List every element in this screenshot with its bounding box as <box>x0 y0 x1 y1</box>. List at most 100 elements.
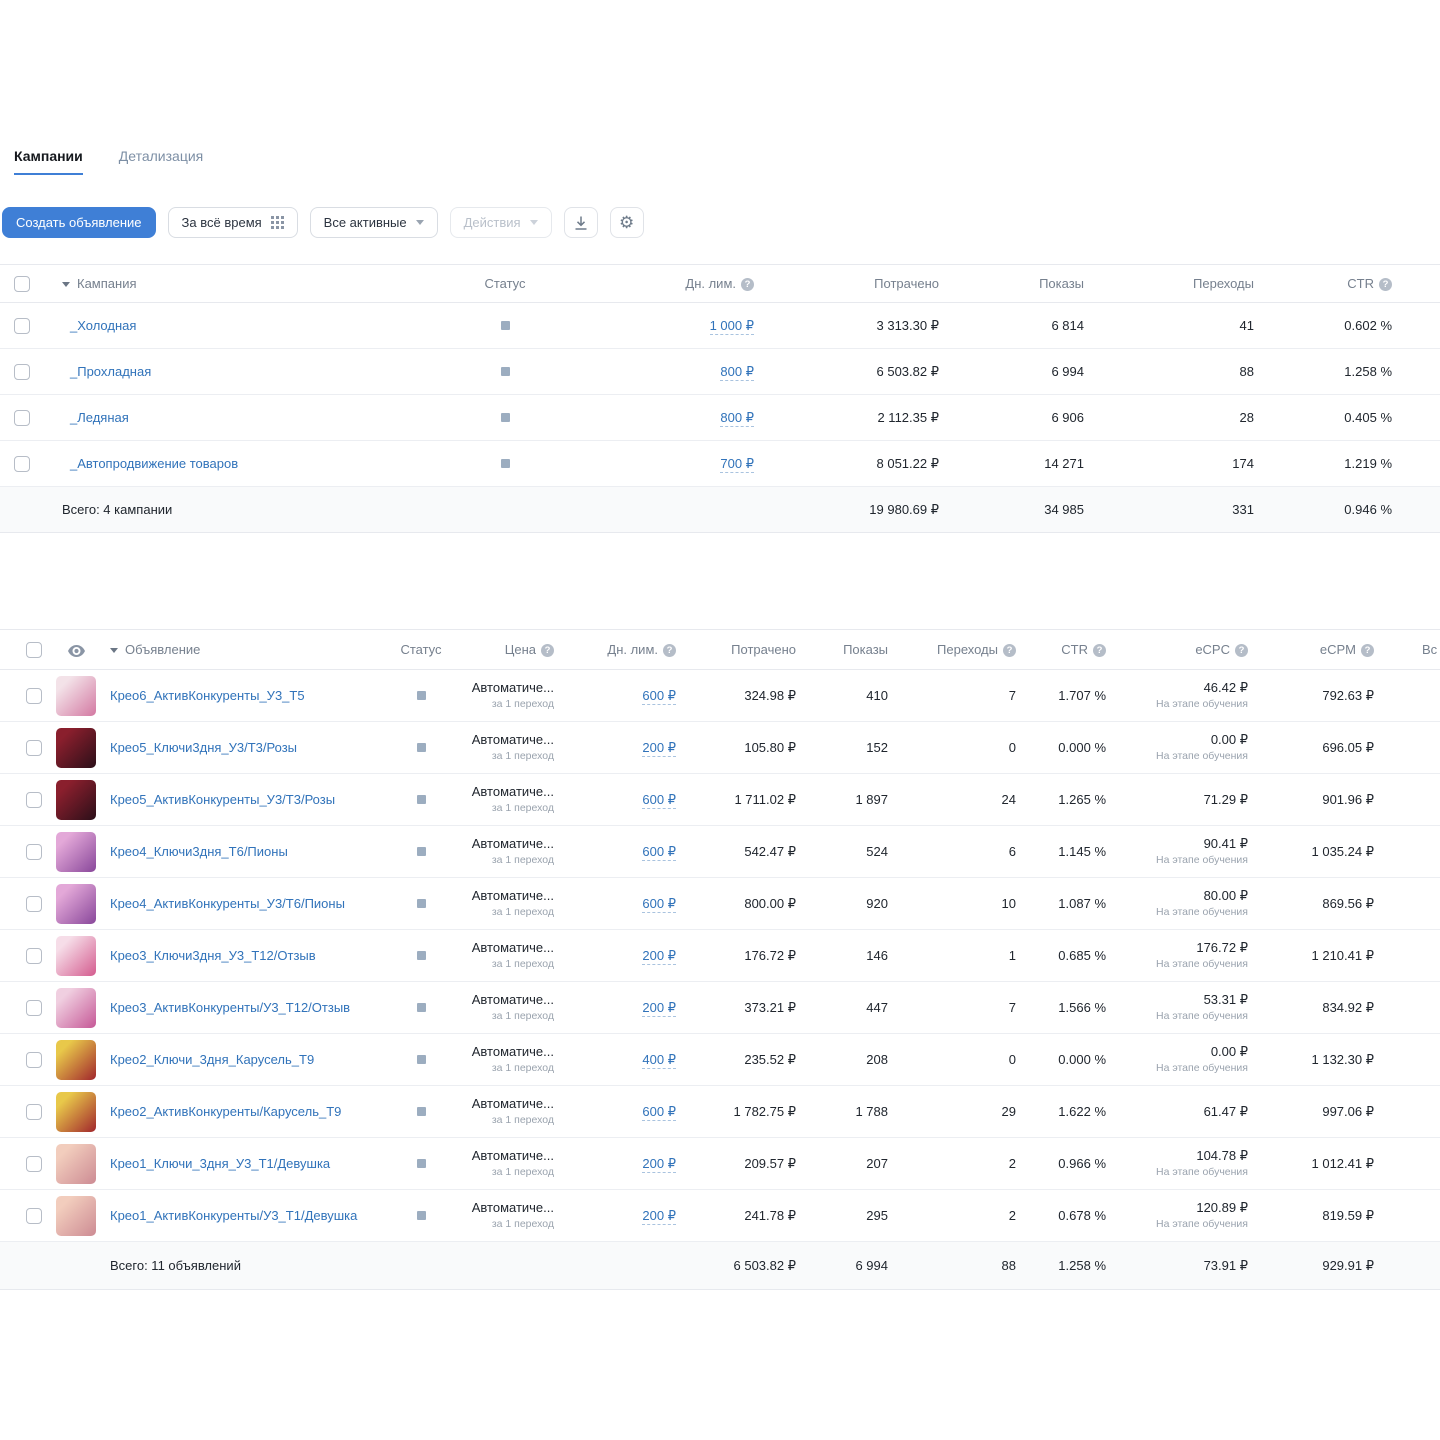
ad-name-link[interactable]: Крео3_Ключи3дня_У3_Т12/Отзыв <box>110 948 316 963</box>
ad-name-link[interactable]: Крео1_АктивКонкуренты/У3_Т1/Девушка <box>110 1208 358 1223</box>
help-icon[interactable] <box>1093 644 1106 657</box>
ad-thumbnail[interactable] <box>56 987 96 1028</box>
daily-limit-link[interactable]: 200 ₽ <box>642 999 676 1017</box>
column-header-daily-limit[interactable]: Дн. лим. <box>685 276 736 291</box>
column-header-ad-status[interactable]: Статус <box>390 629 452 670</box>
row-checkbox[interactable] <box>26 1103 42 1120</box>
row-checkbox[interactable] <box>26 1155 42 1172</box>
row-checkbox[interactable] <box>26 843 42 860</box>
ads-total-clicks: 88 <box>894 1241 1022 1290</box>
column-header-ad-ctr[interactable]: CTR <box>1061 642 1088 657</box>
ad-thumbnail[interactable] <box>56 675 96 716</box>
row-checkbox[interactable] <box>26 1051 42 1068</box>
daily-limit-link[interactable]: 800 ₽ <box>720 363 754 381</box>
row-checkbox[interactable] <box>14 317 30 334</box>
daily-limit-link[interactable]: 700 ₽ <box>720 455 754 473</box>
ad-name-link[interactable]: Крео2_АктивКонкуренты/Карусель_Т9 <box>110 1104 342 1119</box>
ad-name-link[interactable]: Крео1_Ключи_3дня_У3_Т1/Девушка <box>110 1156 331 1171</box>
daily-limit-link[interactable]: 600 ₽ <box>642 687 676 705</box>
help-icon[interactable] <box>1235 644 1248 657</box>
campaign-name-link[interactable]: _Прохладная <box>70 364 152 379</box>
ad-thumbnail[interactable] <box>56 1195 96 1236</box>
daily-limit-link[interactable]: 600 ₽ <box>642 843 676 861</box>
settings-button[interactable] <box>609 207 644 238</box>
help-icon[interactable] <box>741 278 754 291</box>
price-mode-subtitle: за 1 переход <box>491 1114 554 1126</box>
column-header-price[interactable]: Цена <box>504 642 536 657</box>
ad-name-link[interactable]: Крео5_АктивКонкуренты_У3/Т3/Розы <box>110 792 336 807</box>
column-header-ad-spent[interactable]: Потрачено <box>682 629 802 670</box>
row-checkbox[interactable] <box>26 999 42 1016</box>
column-header-status[interactable]: Статус <box>450 264 560 303</box>
eye-icon[interactable] <box>67 642 85 657</box>
help-icon[interactable] <box>663 644 676 657</box>
column-header-truncated[interactable]: Вс <box>1380 629 1440 670</box>
daily-limit-link[interactable]: 600 ₽ <box>642 791 676 809</box>
row-checkbox[interactable] <box>26 687 42 704</box>
column-header-campaign[interactable]: Кампания <box>77 276 137 291</box>
row-checkbox[interactable] <box>26 791 42 808</box>
tab-campaigns[interactable]: Кампании <box>14 148 83 175</box>
ad-thumbnail[interactable] <box>56 779 96 820</box>
download-button[interactable] <box>563 207 598 238</box>
campaigns-table: Кампания Статус Дн. лим. Потрачено Показ… <box>0 264 1440 533</box>
daily-limit-link[interactable]: 200 ₽ <box>642 739 676 757</box>
row-checkbox[interactable] <box>26 947 42 964</box>
daily-limit-link[interactable]: 200 ₽ <box>642 947 676 965</box>
column-header-clicks[interactable]: Переходы <box>1090 264 1260 303</box>
daily-limit-link[interactable]: 600 ₽ <box>642 895 676 913</box>
column-header-ctr[interactable]: CTR <box>1347 276 1374 291</box>
daily-limit-link[interactable]: 400 ₽ <box>642 1051 676 1069</box>
actions-button[interactable]: Действия <box>449 207 552 238</box>
period-filter-button[interactable]: За всё время <box>167 207 298 238</box>
ad-thumbnail[interactable] <box>56 1039 96 1080</box>
row-checkbox[interactable] <box>26 739 42 756</box>
status-filter-button[interactable]: Все активные <box>309 207 438 238</box>
campaign-name-link[interactable]: _Ледяная <box>70 410 129 425</box>
row-checkbox[interactable] <box>14 455 30 472</box>
column-header-ad-clicks[interactable]: Переходы <box>937 642 998 657</box>
ad-thumbnail[interactable] <box>56 883 96 924</box>
ad-thumbnail[interactable] <box>56 935 96 976</box>
ad-thumbnail[interactable] <box>56 727 96 768</box>
sort-caret-icon[interactable] <box>62 282 70 288</box>
select-all-checkbox[interactable] <box>14 275 30 292</box>
daily-limit-link[interactable]: 200 ₽ <box>642 1207 676 1225</box>
row-checkbox[interactable] <box>14 409 30 426</box>
help-icon[interactable] <box>1361 644 1374 657</box>
create-ad-button[interactable]: Создать объявление <box>2 207 156 238</box>
campaign-name-link[interactable]: _Автопродвижение товаров <box>70 456 239 471</box>
help-icon[interactable] <box>1379 278 1392 291</box>
select-all-ads-checkbox[interactable] <box>26 641 42 658</box>
row-checkbox[interactable] <box>14 363 30 380</box>
help-icon[interactable] <box>1003 644 1016 657</box>
daily-limit-link[interactable]: 600 ₽ <box>642 1103 676 1121</box>
ad-name-link[interactable]: Крео4_АктивКонкуренты_У3/Т6/Пионы <box>110 896 345 911</box>
ad-name-link[interactable]: Крео3_АктивКонкуренты/У3_Т12/Отзыв <box>110 1000 351 1015</box>
column-header-impressions[interactable]: Показы <box>945 264 1090 303</box>
daily-limit-link[interactable]: 800 ₽ <box>720 409 754 427</box>
daily-limit-link[interactable]: 1 000 ₽ <box>709 317 754 335</box>
row-checkbox[interactable] <box>26 1207 42 1224</box>
ad-name-link[interactable]: Крео6_АктивКонкуренты_У3_Т5 <box>110 688 305 703</box>
column-header-ad[interactable]: Объявление <box>125 642 201 657</box>
ad-name-link[interactable]: Крео2_Ключи_3дня_Карусель_Т9 <box>110 1052 315 1067</box>
ad-name-link[interactable]: Крео4_Ключи3дня_Т6/Пионы <box>110 844 288 859</box>
daily-limit-link[interactable]: 200 ₽ <box>642 1155 676 1173</box>
column-header-ecpc[interactable]: eCPC <box>1195 642 1230 657</box>
column-header-ad-impressions[interactable]: Показы <box>802 629 894 670</box>
status-stopped-icon <box>416 1159 426 1168</box>
column-header-ad-daily-limit[interactable]: Дн. лим. <box>607 642 658 657</box>
ad-thumbnail[interactable] <box>56 1143 96 1184</box>
ad-thumbnail[interactable] <box>56 1091 96 1132</box>
ad-name-link[interactable]: Крео5_Ключи3дня_У3/Т3/Розы <box>110 740 298 755</box>
spent-value: 8 051.22 ₽ <box>760 440 945 487</box>
sort-caret-icon[interactable] <box>110 648 118 654</box>
row-checkbox[interactable] <box>26 895 42 912</box>
campaign-name-link[interactable]: _Холодная <box>70 318 137 333</box>
help-icon[interactable] <box>541 644 554 657</box>
column-header-ecpm[interactable]: eCPM <box>1319 642 1356 657</box>
ad-thumbnail[interactable] <box>56 831 96 872</box>
column-header-spent[interactable]: Потрачено <box>760 264 945 303</box>
tab-details[interactable]: Детализация <box>118 148 204 164</box>
